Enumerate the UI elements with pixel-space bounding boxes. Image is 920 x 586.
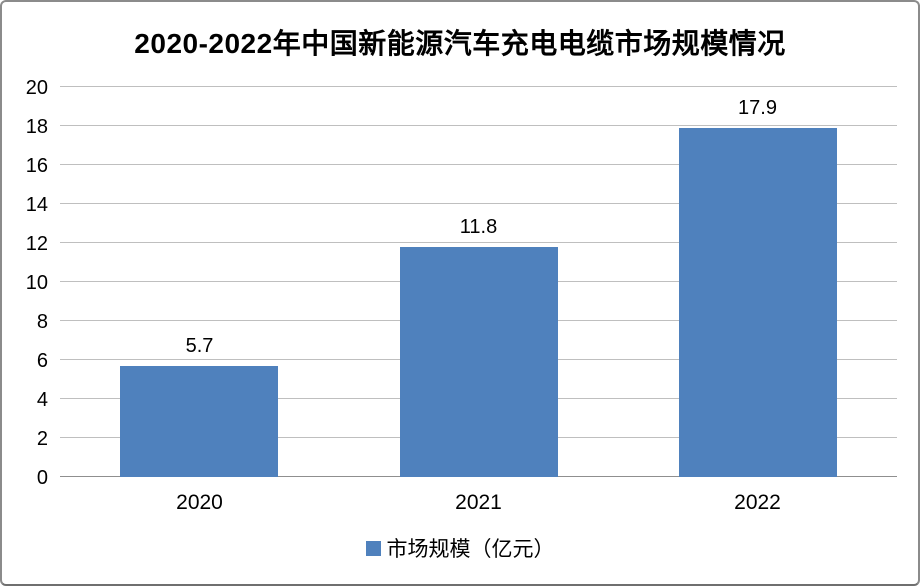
bar-2020 bbox=[120, 365, 279, 477]
bar-value-label: 11.8 bbox=[459, 215, 498, 238]
plot-area: 0 2 4 6 8 10 12 14 16 18 20 5.7 11.8 17.9 bbox=[26, 78, 897, 488]
gridline bbox=[60, 125, 897, 126]
y-tick-label: 10 bbox=[25, 272, 48, 294]
gridline bbox=[60, 203, 897, 204]
chart-title: 2020-2022年中国新能源汽车充电电缆市场规模情况 bbox=[134, 28, 786, 59]
legend-label: 市场规模（亿元） bbox=[386, 538, 555, 561]
y-tick-label: 0 bbox=[36, 467, 48, 489]
y-tick-label: 6 bbox=[36, 350, 48, 372]
x-tick-label: 2022 bbox=[734, 491, 781, 514]
bar-2022 bbox=[678, 127, 837, 477]
gridline bbox=[60, 242, 897, 243]
gridline bbox=[60, 164, 897, 165]
y-tick-label: 14 bbox=[25, 194, 48, 216]
bar-value-label: 5.7 bbox=[185, 334, 214, 357]
x-tick-label: 2020 bbox=[176, 491, 223, 514]
x-tick-label: 2021 bbox=[455, 491, 502, 514]
legend: 市场规模（亿元） bbox=[2, 533, 918, 563]
gridline bbox=[60, 86, 897, 87]
legend-swatch-icon bbox=[365, 540, 381, 556]
y-tick-label: 18 bbox=[25, 116, 48, 138]
y-tick-label: 2 bbox=[36, 428, 48, 450]
bar-value-label: 17.9 bbox=[738, 96, 777, 119]
bar-2021 bbox=[399, 246, 558, 477]
y-tick-label: 16 bbox=[25, 155, 48, 177]
y-tick-label: 20 bbox=[25, 77, 48, 99]
y-tick-label: 8 bbox=[36, 311, 48, 333]
y-tick-label: 12 bbox=[25, 233, 48, 255]
x-axis: 2020 2021 2022 bbox=[60, 491, 897, 515]
y-tick-label: 4 bbox=[36, 389, 48, 411]
